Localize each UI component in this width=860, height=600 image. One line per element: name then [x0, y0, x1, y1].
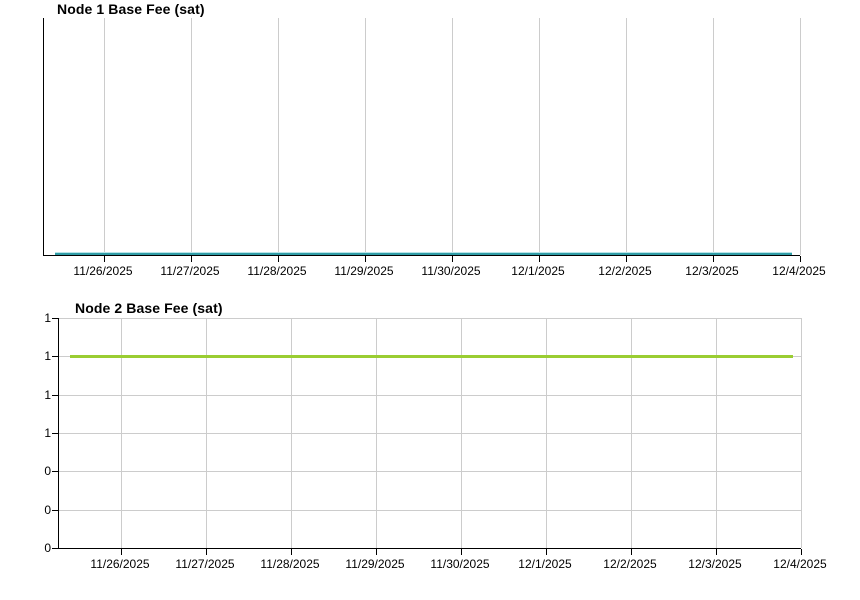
x-tick-label: 12/1/2025: [511, 264, 565, 278]
x-axis-tick: [546, 549, 547, 555]
gridline-vertical: [191, 18, 192, 255]
x-axis-tick: [121, 549, 122, 555]
x-tick-label: 12/2/2025: [598, 264, 652, 278]
y-tick-label: 1: [44, 311, 51, 325]
x-axis-tick: [461, 549, 462, 555]
y-axis-tick: [52, 395, 58, 396]
gridline-vertical: [452, 18, 453, 255]
y-axis-tick: [52, 471, 58, 472]
y-tick-label: 1: [44, 388, 51, 402]
x-axis-tick: [206, 549, 207, 555]
x-tick-label: 11/29/2025: [345, 557, 405, 571]
x-axis-tick: [801, 549, 802, 555]
x-axis-tick: [800, 256, 801, 262]
x-axis-tick: [376, 549, 377, 555]
x-tick-label: 11/27/2025: [160, 264, 220, 278]
gridline-horizontal: [59, 433, 801, 434]
gridline-vertical: [365, 18, 366, 255]
x-axis-tick: [452, 256, 453, 262]
y-tick-label: 0: [44, 541, 51, 555]
x-axis-tick: [365, 256, 366, 262]
x-axis-tick: [626, 256, 627, 262]
gridline-horizontal: [59, 395, 801, 396]
y-axis-tick: [52, 433, 58, 434]
x-axis-tick: [278, 256, 279, 262]
x-tick-label: 12/4/2025: [773, 557, 827, 571]
y-axis-tick: [52, 356, 58, 357]
y-tick-label: 0: [44, 503, 51, 517]
x-tick-label: 12/1/2025: [518, 557, 572, 571]
x-axis-tick: [713, 256, 714, 262]
x-axis-tick: [104, 256, 105, 262]
series-line-node-1-base-fee-sat-: [55, 252, 792, 255]
gridline-horizontal: [59, 318, 801, 319]
gridline-vertical: [539, 18, 540, 255]
y-tick-label: 0: [44, 464, 51, 478]
x-tick-label: 11/26/2025: [90, 557, 150, 571]
x-tick-label: 12/4/2025: [772, 264, 826, 278]
x-axis-tick: [631, 549, 632, 555]
gridline-horizontal: [59, 510, 801, 511]
x-tick-label: 12/3/2025: [688, 557, 742, 571]
x-tick-label: 11/29/2025: [334, 264, 394, 278]
x-tick-label: 11/30/2025: [430, 557, 490, 571]
x-tick-label: 12/3/2025: [685, 264, 739, 278]
gridline-vertical: [800, 18, 801, 255]
gridline-vertical: [104, 18, 105, 255]
y-tick-label: 1: [44, 426, 51, 440]
chart-title: Node 1 Base Fee (sat): [57, 1, 205, 17]
x-tick-label: 11/27/2025: [175, 557, 235, 571]
x-tick-label: 11/28/2025: [247, 264, 307, 278]
x-tick-label: 11/28/2025: [260, 557, 320, 571]
plot-area: 1 1 1 1 0 0 0: [44, 311, 802, 555]
x-axis-tick: [291, 549, 292, 555]
plot-area: [43, 18, 801, 262]
series-line-node-2-base-fee-sat-: [70, 355, 793, 358]
gridline-horizontal: [59, 471, 801, 472]
gridline-vertical: [801, 318, 802, 548]
y-axis-tick: [52, 548, 58, 549]
x-tick-label: 12/2/2025: [603, 557, 657, 571]
gridline-vertical: [713, 18, 714, 255]
x-axis-tick: [539, 256, 540, 262]
chart-title: Node 2 Base Fee (sat): [75, 300, 223, 316]
x-axis-tick: [191, 256, 192, 262]
x-tick-label: 11/30/2025: [421, 264, 481, 278]
x-tick-label: 11/26/2025: [73, 264, 133, 278]
x-axis-tick: [716, 549, 717, 555]
gridline-vertical: [626, 18, 627, 255]
y-axis-tick: [52, 318, 58, 319]
gridline-vertical: [278, 18, 279, 255]
y-axis-tick: [52, 510, 58, 511]
y-tick-label: 1: [44, 349, 51, 363]
